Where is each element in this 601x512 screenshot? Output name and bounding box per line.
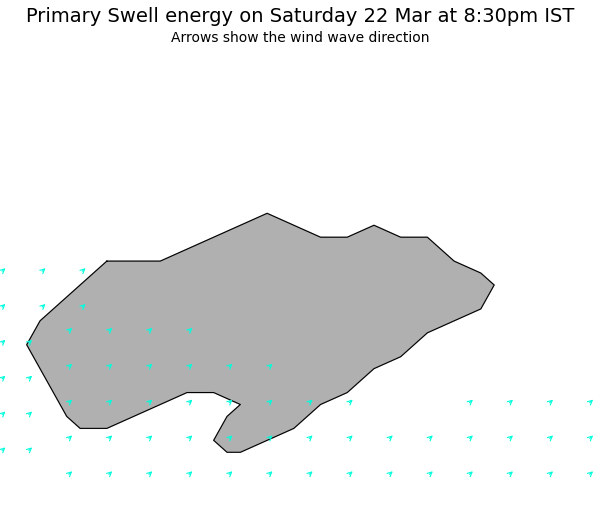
Text: Arrows show the wind wave direction: Arrows show the wind wave direction <box>171 31 430 45</box>
Polygon shape <box>26 214 494 452</box>
Text: Primary Swell energy on Saturday 22 Mar at 8:30pm IST: Primary Swell energy on Saturday 22 Mar … <box>26 7 575 26</box>
